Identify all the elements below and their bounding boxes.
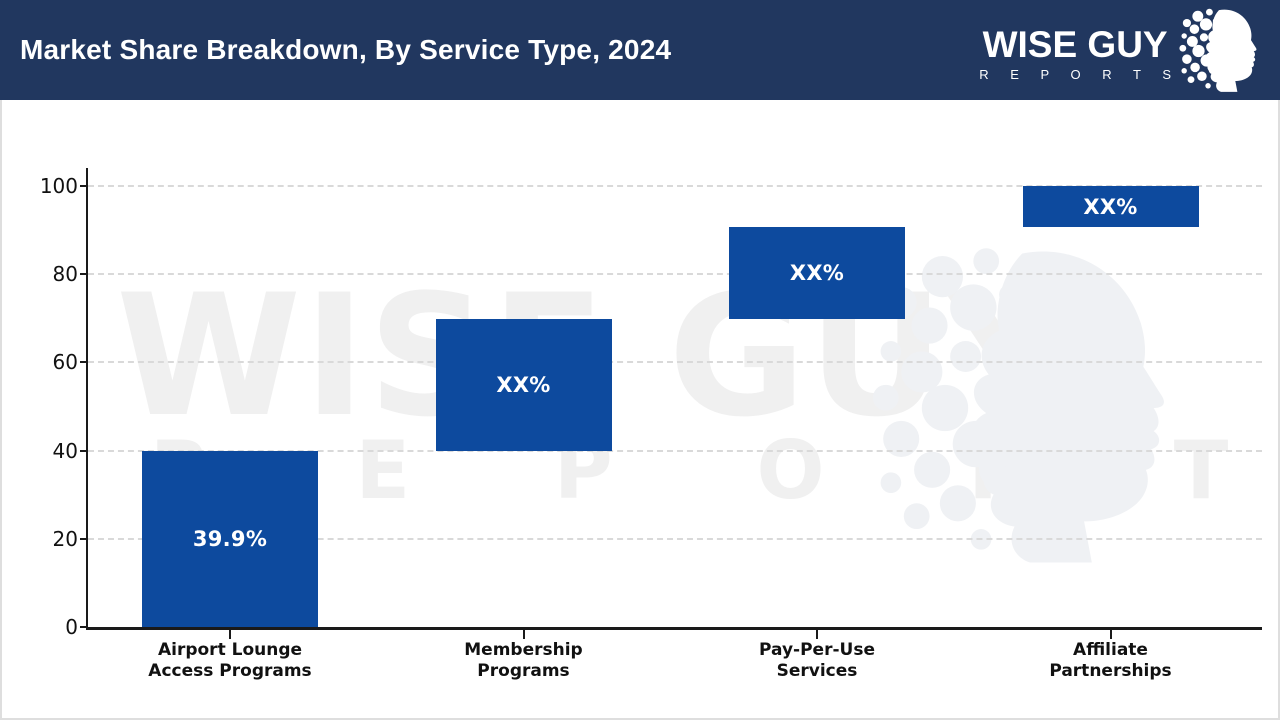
gridline <box>88 449 1262 452</box>
bar: XX% <box>435 318 612 452</box>
wiseguy-head-icon <box>1179 8 1257 92</box>
y-tick-mark <box>80 537 88 540</box>
wiseguy-logo: WISE GUY R E P O R T S <box>970 4 1266 98</box>
x-category-label: Pay-Per-Use Services <box>759 640 875 681</box>
y-tick-label: 20 <box>52 526 78 551</box>
x-tick-mark <box>229 630 231 639</box>
bar: 39.9% <box>142 451 318 627</box>
x-category-label: Affiliate Partnerships <box>1049 640 1172 681</box>
y-tick-mark <box>80 273 88 276</box>
x-category-label: Airport Lounge Access Programs <box>148 640 312 681</box>
page-title: Market Share Breakdown, By Service Type,… <box>20 34 672 65</box>
y-tick-label: 40 <box>52 438 78 463</box>
bar: XX% <box>1022 186 1199 228</box>
bar-value-label: XX% <box>789 261 845 286</box>
bar-value-label: XX% <box>496 372 551 397</box>
bar: XX% <box>729 227 905 319</box>
logo-subtext: R E P O R T S <box>979 67 1180 82</box>
y-axis-line <box>86 168 88 629</box>
x-axis-line <box>86 627 1262 630</box>
watermark-subtext: R E P O R T S <box>150 424 1280 517</box>
gridline <box>88 537 1262 540</box>
y-tick-label: 0 <box>65 615 78 639</box>
y-tick-mark <box>80 185 88 187</box>
y-tick-label: 60 <box>52 350 78 375</box>
watermark-head-icon <box>872 248 1164 563</box>
gridline <box>88 185 1262 187</box>
y-tick-label: 100 <box>39 174 78 198</box>
x-category-label: Membership Programs <box>464 640 583 681</box>
bar-value-label: 39.9% <box>192 527 268 551</box>
x-tick-mark <box>522 630 525 639</box>
logo-wordmark: WISE GUY <box>982 24 1168 65</box>
x-tick-mark <box>816 630 818 639</box>
bar-value-label: XX% <box>1083 194 1138 219</box>
y-tick-mark <box>80 361 88 364</box>
y-tick-label: 80 <box>52 262 78 287</box>
gridline <box>88 361 1262 364</box>
x-tick-mark <box>1109 630 1112 639</box>
y-tick-mark <box>80 449 88 452</box>
header: Market Share Breakdown, By Service Type,… <box>0 0 1280 100</box>
y-tick-mark <box>80 626 88 628</box>
gridline <box>88 273 1262 276</box>
